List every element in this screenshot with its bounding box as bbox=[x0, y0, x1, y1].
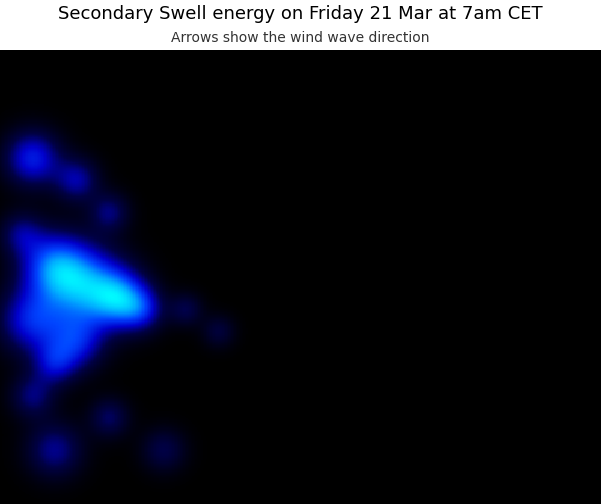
Text: Secondary Swell energy on Friday 21 Mar at 7am CET: Secondary Swell energy on Friday 21 Mar … bbox=[58, 5, 543, 23]
Text: Arrows show the wind wave direction: Arrows show the wind wave direction bbox=[171, 31, 430, 45]
